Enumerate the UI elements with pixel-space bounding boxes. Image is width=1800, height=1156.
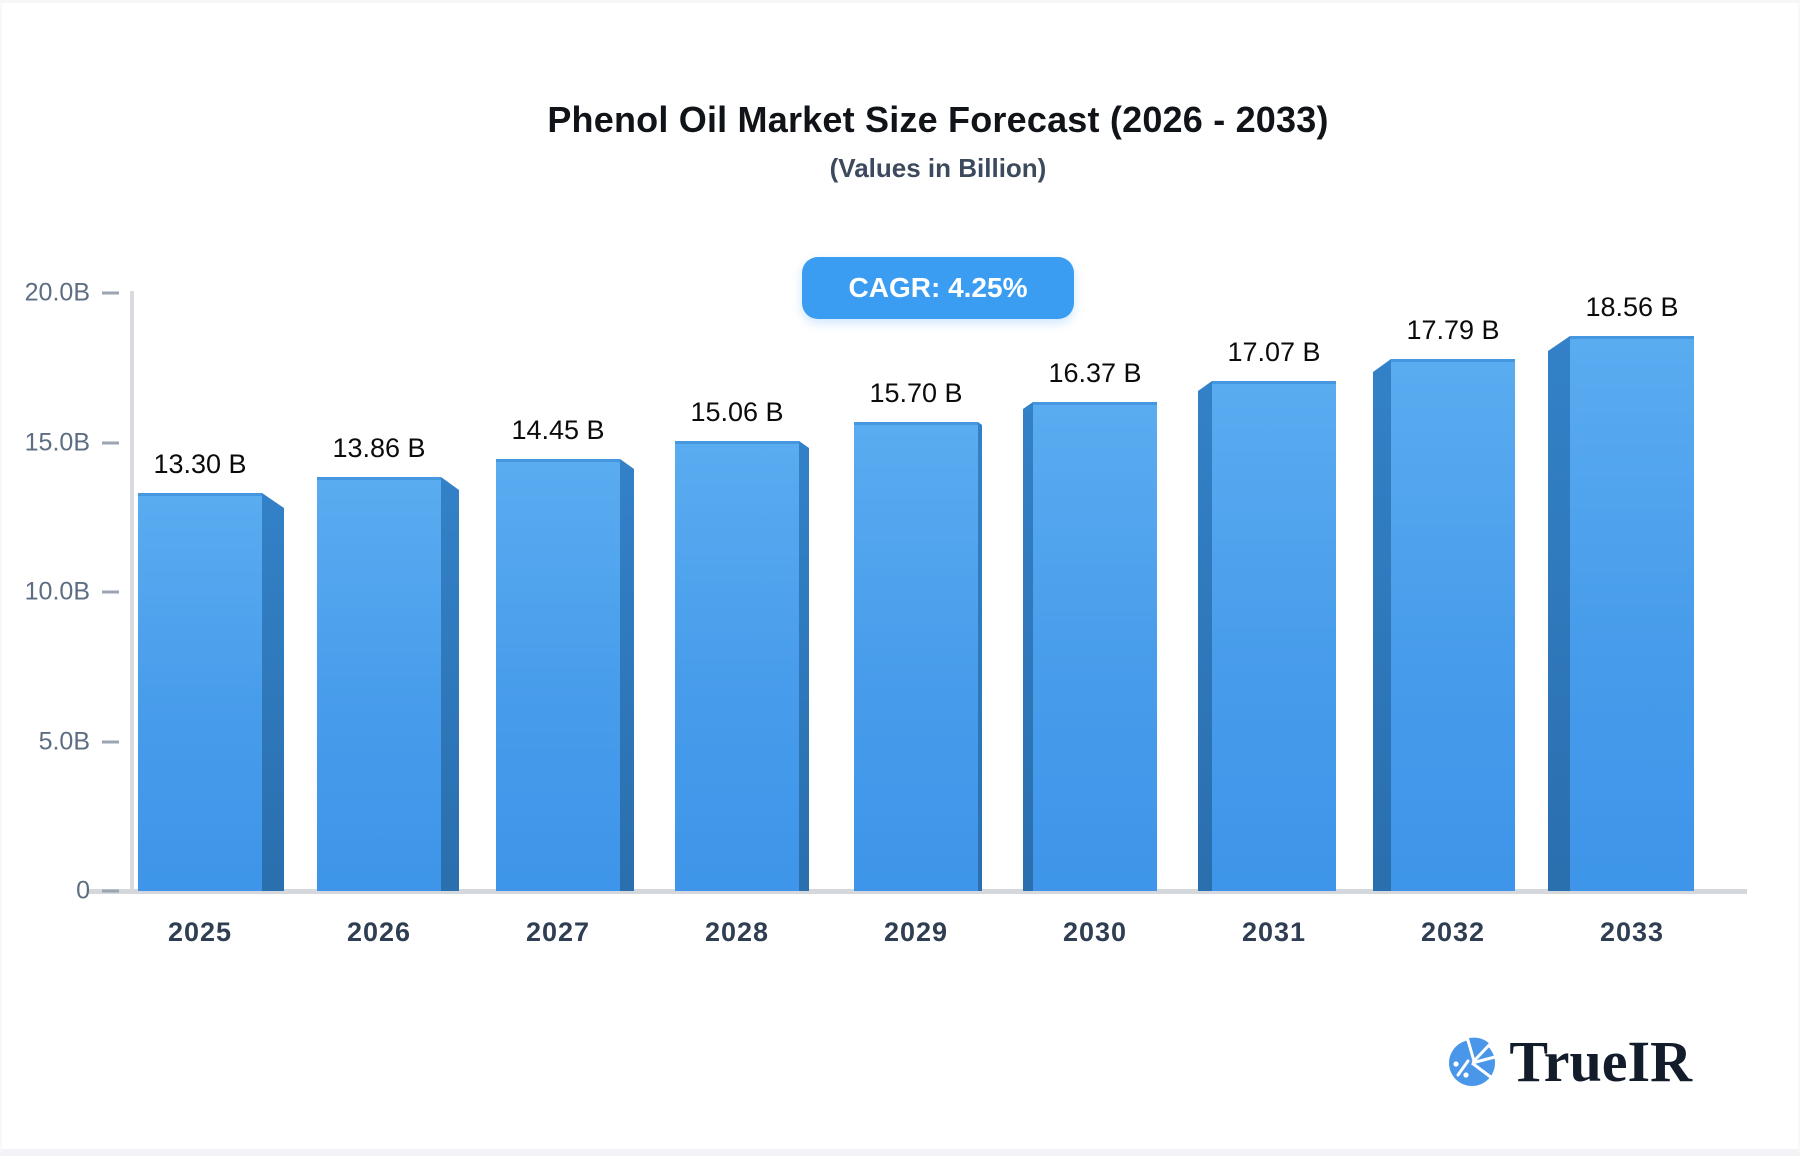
bar-2031 xyxy=(1212,381,1336,891)
y-axis-tick-label: 10.0B xyxy=(24,577,90,606)
x-axis-label-2028: 2028 xyxy=(704,917,770,947)
bar-side-2026 xyxy=(441,477,459,891)
bar-side-2029 xyxy=(978,422,982,891)
bar-side-2031 xyxy=(1198,381,1212,891)
cagr-badge: CAGR: 4.25% xyxy=(802,257,1074,319)
bar-2032 xyxy=(1391,359,1515,891)
bar-value-label: 13.30 B xyxy=(153,449,247,479)
bar-value-label: 13.86 B xyxy=(332,433,426,463)
x-axis-baseline xyxy=(87,889,1747,894)
x-axis-label-2033: 2033 xyxy=(1599,917,1665,947)
y-axis-tick-label: 20.0B xyxy=(24,278,90,307)
brand-logo-text: TrueIR xyxy=(1509,1029,1692,1094)
y-axis-tick-label: 5.0B xyxy=(38,727,90,755)
bar-side-2027 xyxy=(620,459,634,891)
bar-value-label: 14.45 B xyxy=(511,415,605,445)
x-axis-label-2026: 2026 xyxy=(346,917,412,947)
pie-chart-icon xyxy=(1445,1035,1499,1089)
bar-2033 xyxy=(1570,336,1694,891)
bar-value-label: 16.37 B xyxy=(1048,358,1142,388)
bar-2025 xyxy=(138,493,262,891)
bar-side-2032 xyxy=(1373,359,1391,891)
bar-2027 xyxy=(496,459,620,891)
y-axis-tick-label: 0 xyxy=(76,876,90,905)
y-axis-tick-mark xyxy=(102,590,119,594)
brand-logo: TrueIR xyxy=(1445,1033,1692,1091)
chart-title: Phenol Oil Market Size Forecast (2026 - … xyxy=(547,99,1329,140)
x-axis-label-2031: 2031 xyxy=(1241,917,1307,947)
x-axis-label-2029: 2029 xyxy=(883,917,949,947)
bar-2028 xyxy=(675,441,799,891)
x-axis-label-2030: 2030 xyxy=(1062,917,1128,947)
bar-side-2030 xyxy=(1023,402,1033,891)
y-axis-tick-mark xyxy=(102,889,119,893)
chart-subtitle: (Values in Billion) xyxy=(829,153,1047,183)
bar-value-label: 18.56 B xyxy=(1585,292,1679,322)
x-axis-label-2025: 2025 xyxy=(167,917,233,947)
x-axis-label-2027: 2027 xyxy=(525,917,591,947)
y-axis-tick-label: 15.0B xyxy=(24,428,90,456)
bar-side-2025 xyxy=(262,493,284,891)
y-axis-tick-mark xyxy=(102,291,119,295)
y-axis-line xyxy=(130,291,134,893)
x-axis-label-2032: 2032 xyxy=(1420,917,1486,947)
y-axis-tick-mark xyxy=(102,740,119,743)
bar-side-2033 xyxy=(1548,336,1570,891)
bar-2029 xyxy=(854,422,978,891)
bar-value-label: 15.06 B xyxy=(690,397,784,427)
bar-2026 xyxy=(317,477,441,891)
bar-2030 xyxy=(1033,402,1157,891)
bar-side-2028 xyxy=(799,441,809,891)
cagr-badge-label: CAGR: 4.25% xyxy=(848,272,1028,303)
bar-value-label: 15.70 B xyxy=(869,378,963,408)
bar-value-label: 17.79 B xyxy=(1406,315,1500,345)
y-axis-tick-mark xyxy=(102,441,119,444)
bar-value-label: 17.07 B xyxy=(1227,337,1321,367)
